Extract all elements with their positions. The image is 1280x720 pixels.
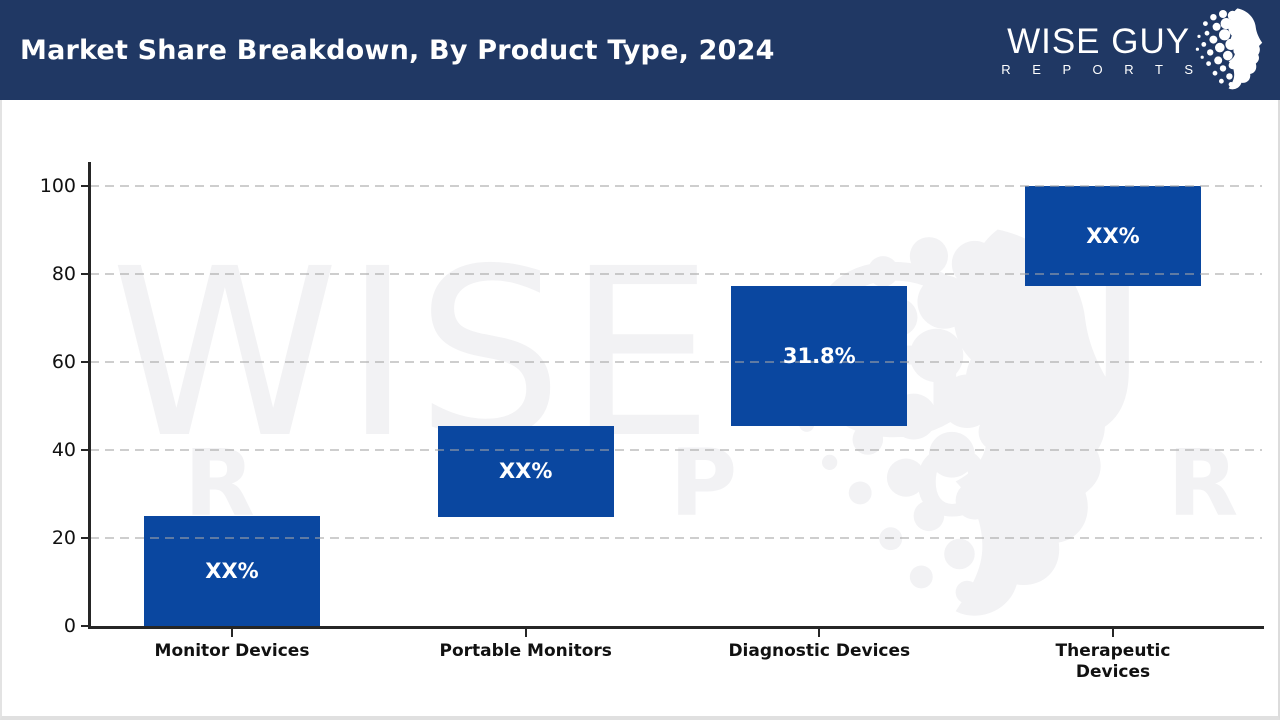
bar-segment bbox=[437, 425, 614, 517]
gridline-60 bbox=[90, 361, 1262, 363]
x-axis-category-label: Portable Monitors bbox=[439, 641, 612, 661]
y-axis-tick-label: 100 bbox=[39, 175, 76, 197]
x-axis-line bbox=[88, 626, 1264, 629]
gridline-40 bbox=[90, 449, 1262, 451]
bar-value-label: XX% bbox=[1086, 223, 1140, 248]
x-axis-category-label: Diagnostic Devices bbox=[728, 641, 911, 661]
y-axis-tick bbox=[81, 449, 89, 451]
gridline-80 bbox=[90, 273, 1262, 275]
header-bar: Market Share Breakdown, By Product Type,… bbox=[0, 0, 1280, 100]
logo-subtitle: R E P O R T S bbox=[1001, 62, 1202, 77]
bar-segment bbox=[731, 285, 908, 426]
y-axis-tick-label: 80 bbox=[51, 263, 76, 285]
chart-area: WISE GU R E P O R T S 020406080100XX%XX%… bbox=[0, 100, 1280, 720]
y-axis-tick-label: 40 bbox=[51, 439, 76, 461]
y-axis-tick bbox=[81, 185, 89, 187]
bar-segment bbox=[1025, 186, 1201, 286]
y-axis-tick bbox=[81, 361, 89, 363]
y-axis-tick bbox=[81, 537, 89, 539]
y-axis-tick-label: 20 bbox=[51, 527, 76, 549]
x-axis-tick bbox=[231, 629, 233, 637]
bar-value-label: XX% bbox=[205, 559, 259, 583]
bar-segment bbox=[144, 516, 320, 626]
logo-text: WISE GUY R E P O R T S bbox=[995, 24, 1202, 76]
y-axis-tick-label: 0 bbox=[63, 615, 76, 637]
bar-value-label: 31.8% bbox=[782, 343, 856, 368]
logo-name: WISE GUY bbox=[1007, 22, 1191, 61]
x-axis-tick bbox=[818, 629, 821, 637]
x-axis-tick bbox=[524, 629, 527, 637]
y-axis-tick bbox=[81, 273, 89, 275]
bar-value-label: XX% bbox=[498, 459, 553, 484]
plot-area: 0 20 40 60 80 100 XX% XX% 31.8% XX% Monitor Device… bbox=[2, 100, 1278, 716]
y-axis-line bbox=[88, 162, 91, 629]
x-axis-category-label: Monitor Devices bbox=[154, 641, 310, 661]
x-axis-category-label: Therapeutic Devices bbox=[1055, 641, 1171, 683]
y-axis-tick-label: 60 bbox=[51, 351, 76, 373]
wise-guy-logo: WISE GUY R E P O R T S bbox=[995, 4, 1266, 96]
gridline-100 bbox=[90, 185, 1262, 187]
chart-title: Market Share Breakdown, By Product Type,… bbox=[20, 34, 775, 66]
gridline-20 bbox=[90, 537, 1262, 539]
y-axis-tick bbox=[81, 625, 89, 627]
x-axis-tick bbox=[1112, 629, 1114, 637]
